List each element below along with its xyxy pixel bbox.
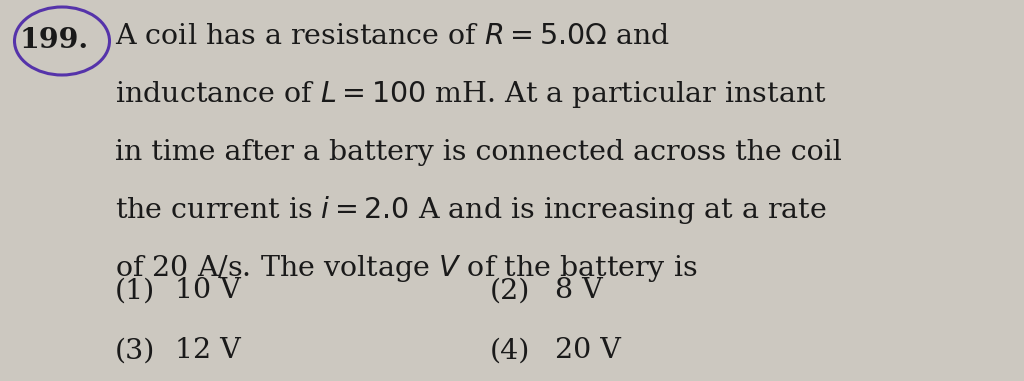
Text: (4): (4) — [490, 338, 530, 365]
Text: 10 V: 10 V — [175, 277, 241, 304]
Text: (1): (1) — [115, 277, 156, 304]
Text: 12 V: 12 V — [175, 338, 241, 365]
Text: of 20 A/s. The voltage $V$ of the battery is: of 20 A/s. The voltage $V$ of the batter… — [115, 253, 697, 283]
Text: 199.: 199. — [20, 27, 89, 54]
Text: 8 V: 8 V — [555, 277, 603, 304]
Text: (2): (2) — [490, 277, 530, 304]
Text: A coil has a resistance of $R = 5.0\Omega$ and: A coil has a resistance of $R = 5.0\Omeg… — [115, 22, 670, 50]
Text: (3): (3) — [115, 338, 156, 365]
Text: the current is $i = 2.0$ A and is increasing at a rate: the current is $i = 2.0$ A and is increa… — [115, 194, 826, 226]
Text: inductance of $L = 100$ mH. At a particular instant: inductance of $L = 100$ mH. At a particu… — [115, 78, 826, 109]
Text: 20 V: 20 V — [555, 338, 621, 365]
Text: in time after a battery is connected across the coil: in time after a battery is connected acr… — [115, 139, 842, 165]
